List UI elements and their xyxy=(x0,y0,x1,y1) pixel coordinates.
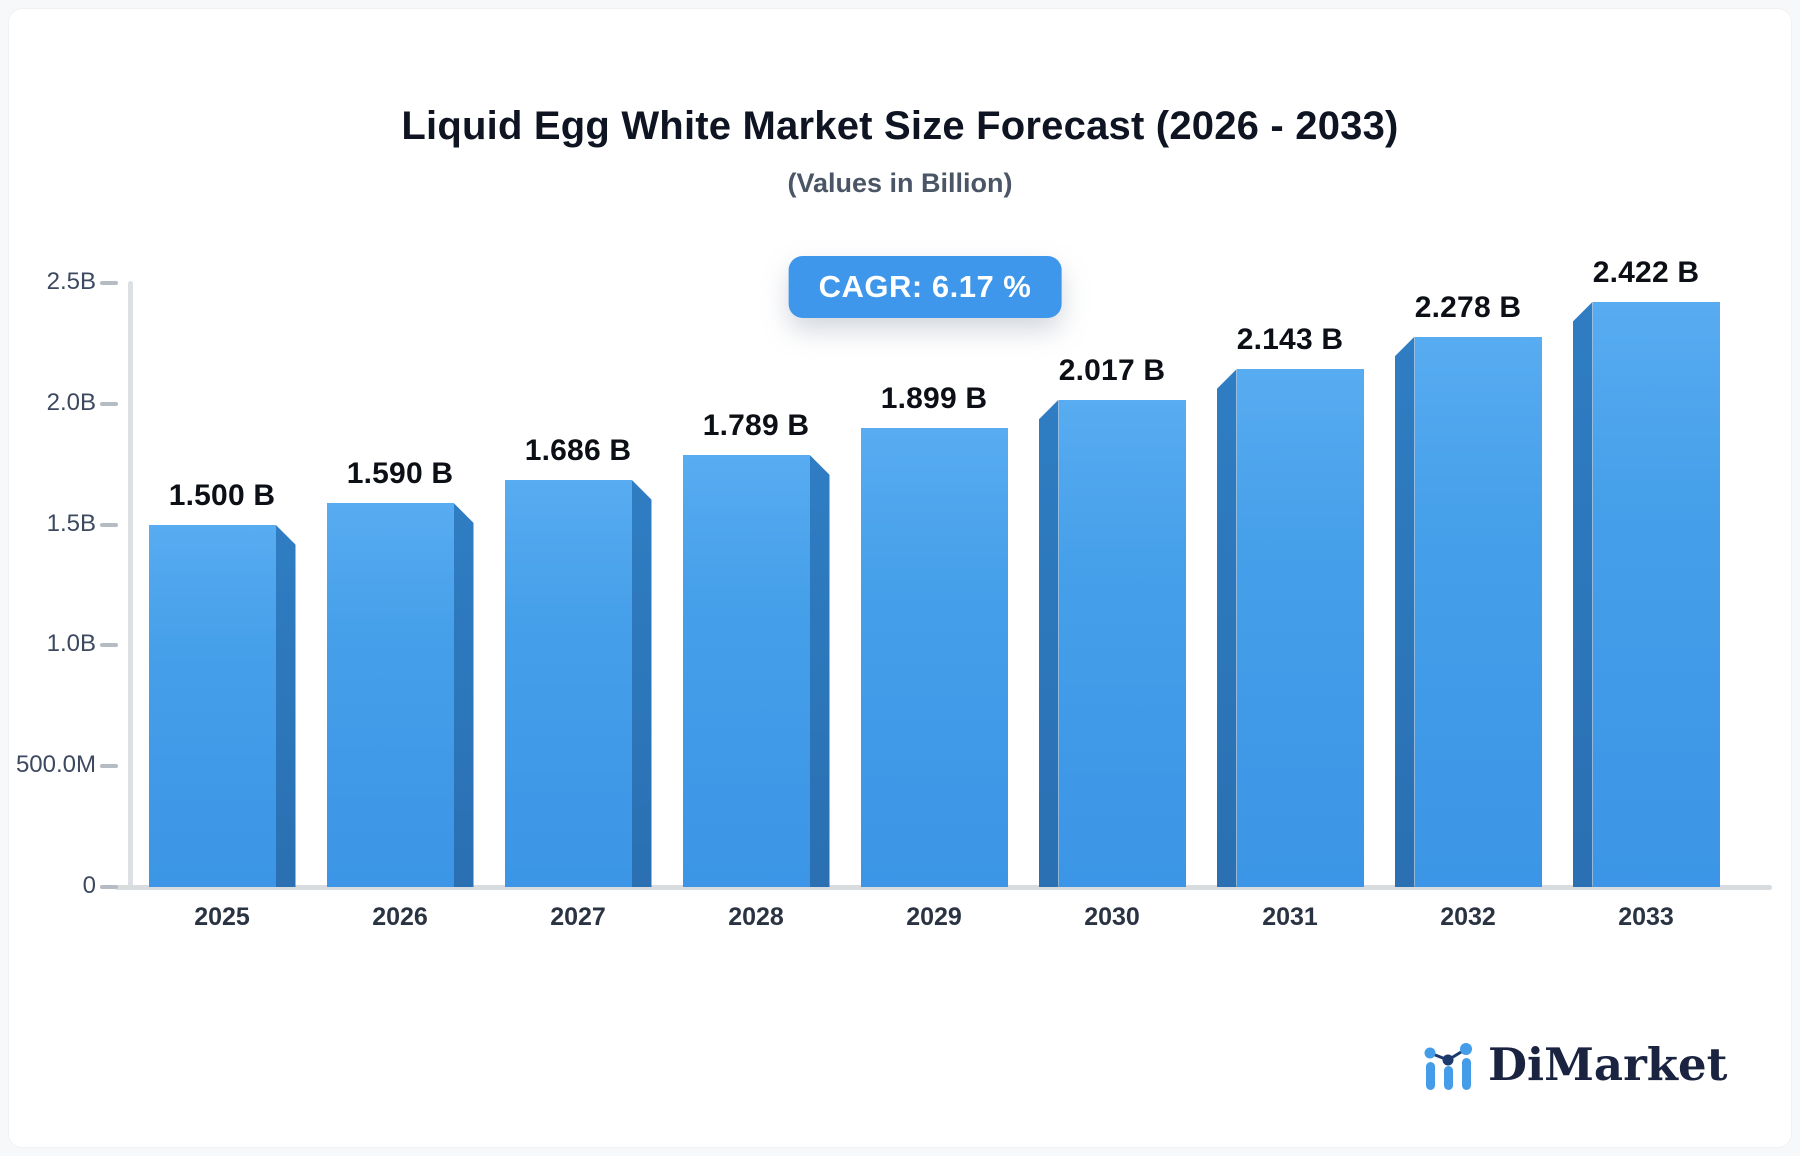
x-tick-label: 2029 xyxy=(906,903,962,931)
bar-value-label: 1.686 B xyxy=(524,433,632,467)
bar-3d-side xyxy=(631,479,652,887)
bar-value-label: 1.590 B xyxy=(346,456,454,490)
bar-face xyxy=(148,524,276,887)
x-tick-label: 2031 xyxy=(1262,903,1318,931)
y-tick-label: 0 xyxy=(82,872,96,899)
bar-3d-side xyxy=(1216,369,1237,887)
chart-bar xyxy=(860,428,1008,887)
brand-logo: DiMarket xyxy=(1423,1038,1727,1090)
chart-bar xyxy=(1216,369,1364,887)
chart-bar xyxy=(326,502,474,887)
y-tick-label: 2.5B xyxy=(46,268,96,295)
x-axis-baseline xyxy=(115,885,1772,890)
bar-face xyxy=(1414,336,1542,887)
y-tick xyxy=(100,522,118,527)
bar-value-label: 1.789 B xyxy=(702,408,810,442)
y-tick xyxy=(100,401,118,406)
bar-value-label: 1.500 B xyxy=(168,478,276,512)
y-tick xyxy=(100,281,118,285)
x-tick-label: 2030 xyxy=(1084,903,1140,931)
y-tick xyxy=(100,764,118,769)
bar-face xyxy=(860,428,1008,887)
bar-value-label: 2.278 B xyxy=(1414,290,1522,324)
y-tick xyxy=(100,885,118,889)
y-tick-label: 500.0M xyxy=(15,751,96,779)
bar-face xyxy=(682,454,810,887)
bar-face xyxy=(504,479,632,887)
bar-face xyxy=(1058,399,1186,887)
y-axis-line xyxy=(128,281,133,890)
chart-bar xyxy=(1038,399,1186,887)
y-tick-label: 1.5B xyxy=(46,509,96,537)
bar-3d-side xyxy=(453,502,474,887)
mini-bar-chart-icon xyxy=(1424,1043,1472,1090)
bar-3d-side xyxy=(1038,399,1059,887)
chart-bar xyxy=(1572,301,1720,887)
y-tick xyxy=(100,643,118,648)
chart-bar xyxy=(504,479,652,887)
x-tick-label: 2026 xyxy=(372,903,428,931)
x-tick-label: 2027 xyxy=(550,903,606,931)
bar-3d-side xyxy=(809,454,830,887)
chart-bar xyxy=(148,524,296,887)
x-tick-label: 2025 xyxy=(194,903,250,931)
bar-value-label: 2.017 B xyxy=(1058,353,1166,387)
chart-bar xyxy=(682,454,830,887)
x-tick-label: 2032 xyxy=(1440,903,1496,931)
bar-3d-side xyxy=(1394,336,1415,887)
cagr-badge: CAGR: 6.17 % xyxy=(788,256,1062,318)
chart-subtitle: (Values in Billion) xyxy=(787,168,1013,198)
brand-name: DiMarket xyxy=(1488,1038,1728,1091)
bar-face xyxy=(1236,369,1364,887)
y-tick-label: 2.0B xyxy=(46,388,96,416)
bar-face xyxy=(1592,301,1720,887)
bar-value-label: 2.143 B xyxy=(1236,323,1344,357)
chart-title: Liquid Egg White Market Size Forecast (2… xyxy=(401,104,1399,148)
chart-bar xyxy=(1394,336,1542,887)
bar-value-label: 2.422 B xyxy=(1592,255,1700,289)
bar-value-label: 1.899 B xyxy=(880,382,988,416)
y-tick-label: 1.0B xyxy=(46,630,96,658)
x-tick-label: 2028 xyxy=(728,903,784,931)
bar-3d-side xyxy=(275,524,296,887)
bar-face xyxy=(326,502,454,887)
x-tick-label: 2033 xyxy=(1618,903,1674,931)
bar-3d-side xyxy=(1572,301,1593,887)
